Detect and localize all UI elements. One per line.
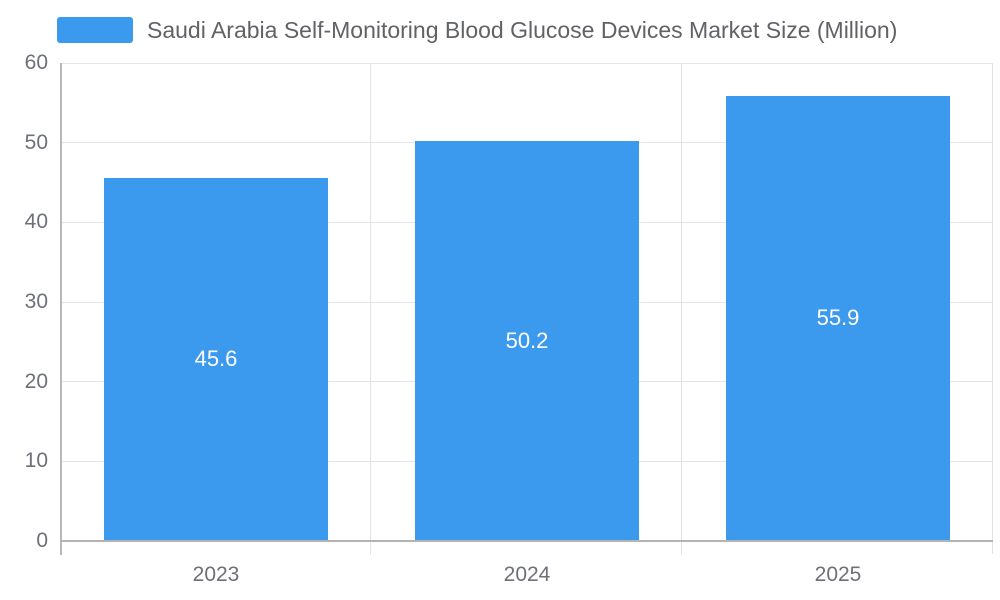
x-axis-line (60, 540, 993, 542)
bar-value-label-2025: 55.9 (816, 305, 860, 330)
y-axis-tick-label-40: 40 (24, 210, 48, 234)
y-axis-line (60, 63, 62, 555)
legend-swatch-icon (57, 17, 133, 43)
bar-2023[interactable] (104, 178, 328, 541)
legend-label: Saudi Arabia Self-Monitoring Blood Gluco… (147, 16, 898, 43)
plot-area: 45.6 50.2 55.9 (60, 62, 993, 555)
legend-item[interactable]: Saudi Arabia Self-Monitoring Blood Gluco… (57, 16, 897, 44)
bar-value-label-2024: 50.2 (505, 328, 549, 353)
category-boundary-line-2 (681, 63, 682, 554)
y-axis-tick-label-0: 0 (36, 529, 48, 552)
category-boundary-line-1 (370, 63, 371, 554)
y-axis-tick-label-60: 60 (24, 51, 48, 74)
bar-2024[interactable] (415, 141, 639, 541)
bar-2025[interactable] (726, 96, 950, 541)
bar-value-label-2023: 45.6 (194, 346, 238, 371)
x-axis-tick-label-2023: 2023 (192, 563, 240, 586)
x-axis-tick-label-2025: 2025 (814, 563, 862, 586)
plot-right-border (992, 63, 993, 554)
y-axis-tick-label-30: 30 (24, 290, 48, 313)
gridline-y-60 (60, 62, 993, 64)
y-axis-tick-label-10: 10 (24, 449, 48, 473)
x-axis-tick-label-2024: 2024 (503, 563, 551, 586)
y-axis-tick-label-50: 50 (24, 130, 48, 154)
y-axis-tick-label-20: 20 (24, 369, 48, 393)
